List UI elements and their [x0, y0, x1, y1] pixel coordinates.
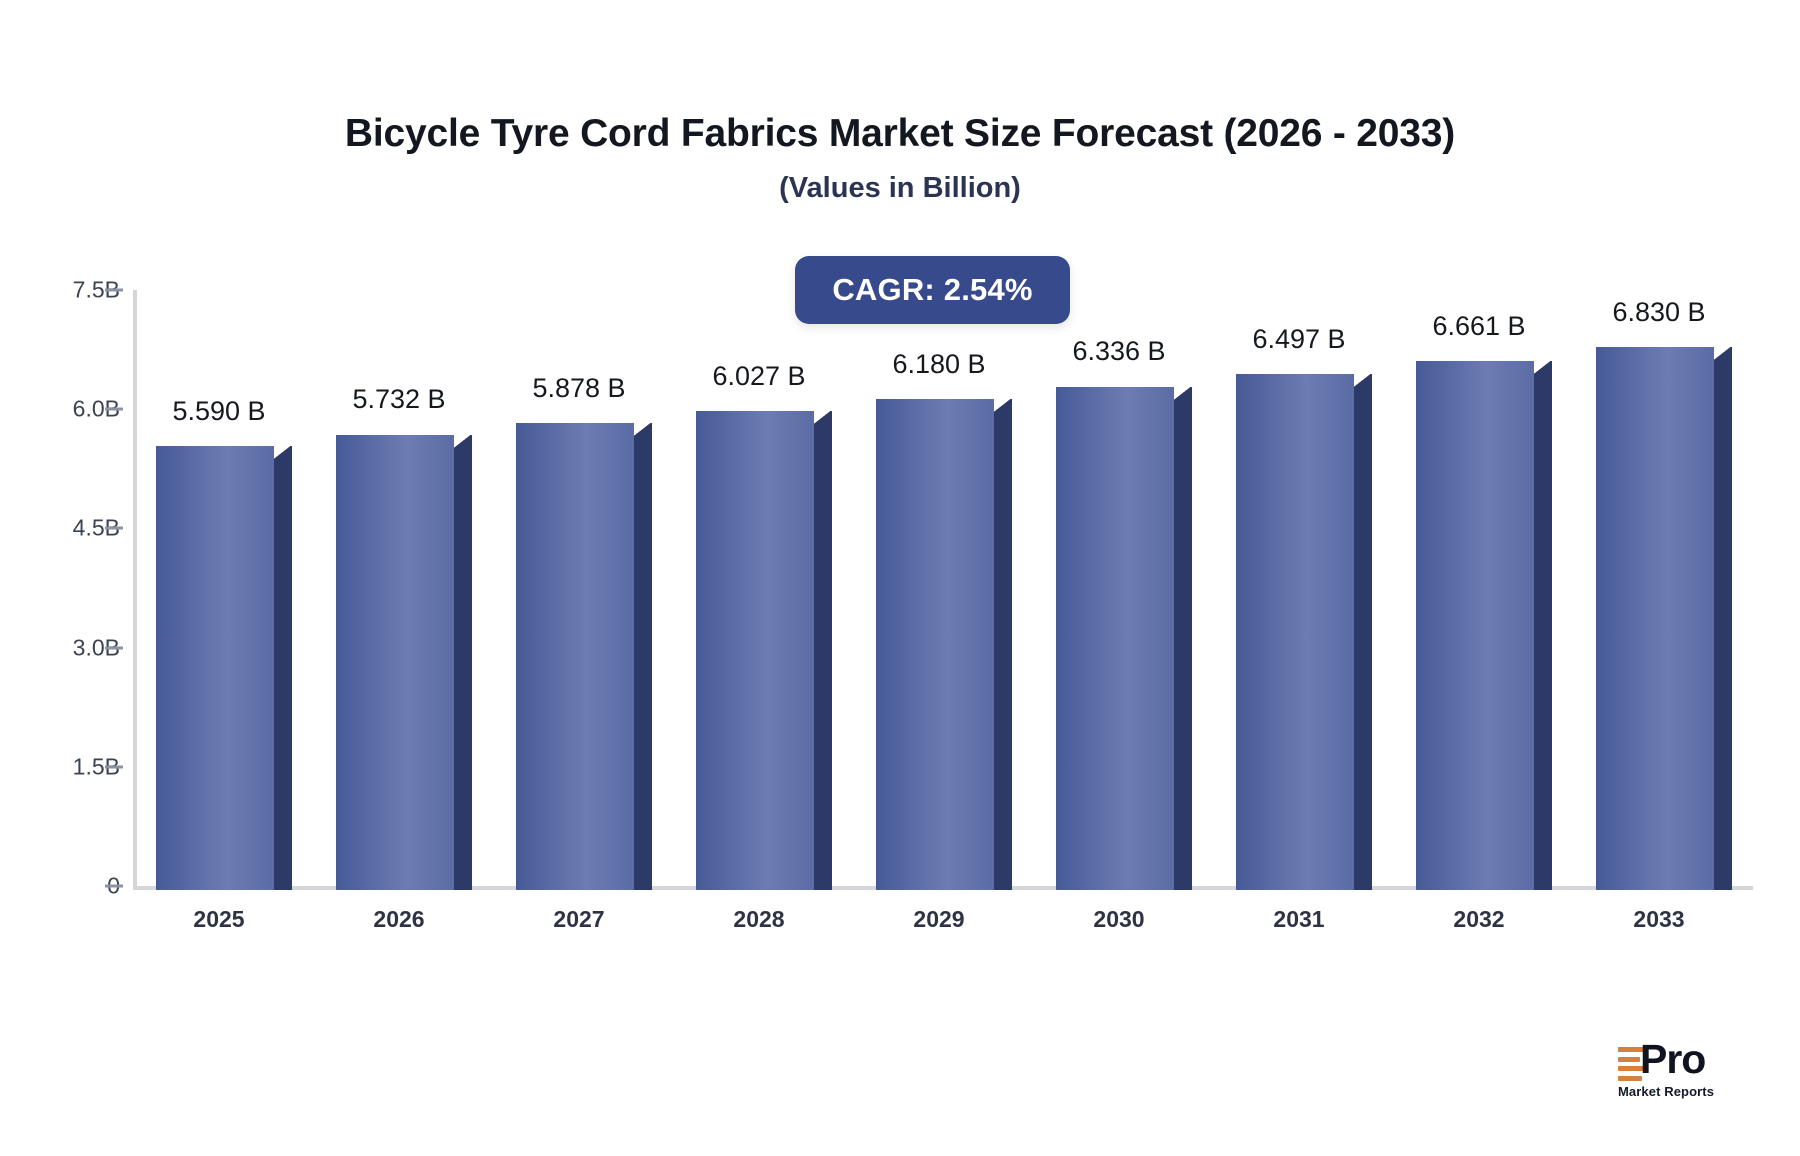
bar-value-label: 6.661 B — [1432, 310, 1526, 341]
bar — [336, 434, 472, 890]
y-axis-tick-label: 1.5B — [72, 753, 120, 780]
y-axis-tick-label: 4.5B — [72, 514, 120, 541]
x-axis-tick-label: 2028 — [733, 906, 785, 932]
cagr-badge: CAGR: 2.54% — [795, 256, 1070, 324]
bar-top-bevel — [814, 411, 832, 426]
bar-side-face — [274, 459, 292, 890]
x-axis-tick-label: 2025 — [193, 906, 245, 932]
bar-side-face — [1714, 361, 1732, 890]
bar — [696, 411, 832, 890]
bar — [156, 445, 292, 890]
bar — [1416, 360, 1552, 890]
bar-top-bevel — [1174, 386, 1192, 401]
bar-value-label: 5.590 B — [172, 395, 266, 426]
x-axis-tick-label: 2033 — [1633, 906, 1685, 932]
bar-top-bevel — [454, 434, 472, 449]
bar-face — [516, 422, 634, 890]
plot-area — [133, 290, 1753, 890]
bar-side-face — [634, 436, 652, 890]
x-axis-tick-label: 2030 — [1093, 906, 1145, 932]
x-axis-tick-label: 2032 — [1453, 906, 1505, 932]
bar-side-face — [1534, 374, 1552, 890]
bar-side-face — [814, 425, 832, 890]
bar-top-bevel — [274, 445, 292, 460]
cagr-badge-label: CAGR: 2.54% — [832, 272, 1033, 307]
bar-side-face — [1354, 387, 1372, 890]
chart-title: Bicycle Tyre Cord Fabrics Market Size Fo… — [344, 112, 1456, 155]
logo-tagline: Market Reports — [1618, 1084, 1715, 1099]
bar-value-label: 6.336 B — [1072, 336, 1166, 367]
bar-side-face — [1174, 400, 1192, 890]
bar-face — [156, 445, 274, 890]
bar-top-bevel — [1534, 360, 1552, 375]
bar-side-face — [454, 448, 472, 890]
bar-top-bevel — [994, 398, 1012, 413]
brand-logo: Pro Market Reports — [1618, 1036, 1778, 1110]
bar-top-bevel — [1714, 347, 1732, 362]
bar-value-label: 6.180 B — [892, 348, 986, 379]
logo-bars-icon — [1618, 1044, 1652, 1084]
bar-face — [1056, 386, 1174, 890]
y-axis-tick-label: 0 — [10, 873, 120, 900]
y-axis-tick-label: 3.0B — [72, 634, 120, 661]
bar-top-bevel — [1354, 373, 1372, 388]
bar-face — [336, 434, 454, 890]
bar-side-face — [994, 412, 1012, 890]
x-axis-tick-label: 2029 — [913, 906, 965, 932]
bar-value-label: 6.830 B — [1612, 297, 1706, 328]
logo-name: Pro — [1640, 1036, 1706, 1082]
y-axis-tick-mark — [105, 526, 123, 530]
bar — [1236, 373, 1372, 890]
bar — [516, 422, 652, 890]
bar — [876, 398, 1012, 890]
x-axis-tick-label: 2026 — [373, 906, 425, 932]
bar-value-label: 5.878 B — [532, 372, 626, 403]
bar-face — [1596, 347, 1714, 890]
bar-face — [696, 411, 814, 890]
bar-value-label: 6.027 B — [712, 361, 806, 392]
bar — [1056, 386, 1192, 890]
y-axis-tick-mark — [105, 407, 123, 411]
bar-value-label: 6.497 B — [1252, 323, 1346, 354]
bar-top-bevel — [634, 422, 652, 437]
bar-value-label: 5.732 B — [352, 384, 446, 415]
x-axis-tick-label: 2031 — [1273, 906, 1325, 932]
bar-face — [1236, 373, 1354, 890]
y-axis-tick-mark — [105, 646, 123, 650]
y-axis-tick-label: 7.5B — [72, 276, 120, 303]
bar-face — [876, 398, 994, 890]
y-axis-line — [133, 290, 137, 890]
bar-face — [1416, 360, 1534, 890]
y-axis-tick-mark — [105, 288, 123, 292]
x-axis-tick-label: 2027 — [553, 906, 605, 932]
bar — [1596, 347, 1732, 890]
y-axis-tick-mark — [105, 765, 123, 769]
chart-subtitle: (Values in Billion) — [779, 172, 1021, 204]
y-axis-tick-mark — [105, 884, 123, 888]
